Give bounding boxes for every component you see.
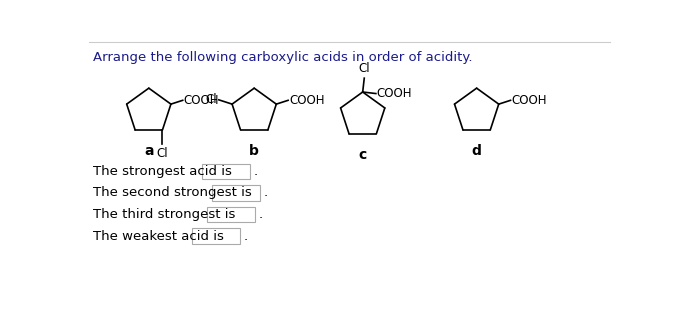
Text: c: c <box>359 148 367 162</box>
Text: Cl: Cl <box>157 147 168 160</box>
Text: .: . <box>243 229 248 242</box>
Bar <box>202 164 250 179</box>
Text: d: d <box>472 144 481 158</box>
Text: COOH: COOH <box>289 94 325 107</box>
Text: b: b <box>249 144 259 158</box>
Text: The third strongest is: The third strongest is <box>93 208 235 221</box>
Text: COOH: COOH <box>376 87 412 100</box>
Bar <box>212 185 261 201</box>
Text: Cl: Cl <box>206 93 218 106</box>
Text: Arrange the following carboxylic acids in order of acidity.: Arrange the following carboxylic acids i… <box>93 51 473 64</box>
Text: The weakest acid is: The weakest acid is <box>93 229 224 242</box>
Text: .: . <box>263 186 267 199</box>
Bar <box>192 228 240 244</box>
Text: .: . <box>253 165 258 178</box>
Text: COOH: COOH <box>512 94 547 107</box>
Text: The strongest acid is: The strongest acid is <box>93 165 232 178</box>
Text: Cl: Cl <box>359 62 370 75</box>
Text: .: . <box>258 208 263 221</box>
Text: The second strongest is: The second strongest is <box>93 186 252 199</box>
Text: a: a <box>144 144 153 158</box>
Text: COOH: COOH <box>183 94 219 107</box>
Bar <box>207 207 255 222</box>
